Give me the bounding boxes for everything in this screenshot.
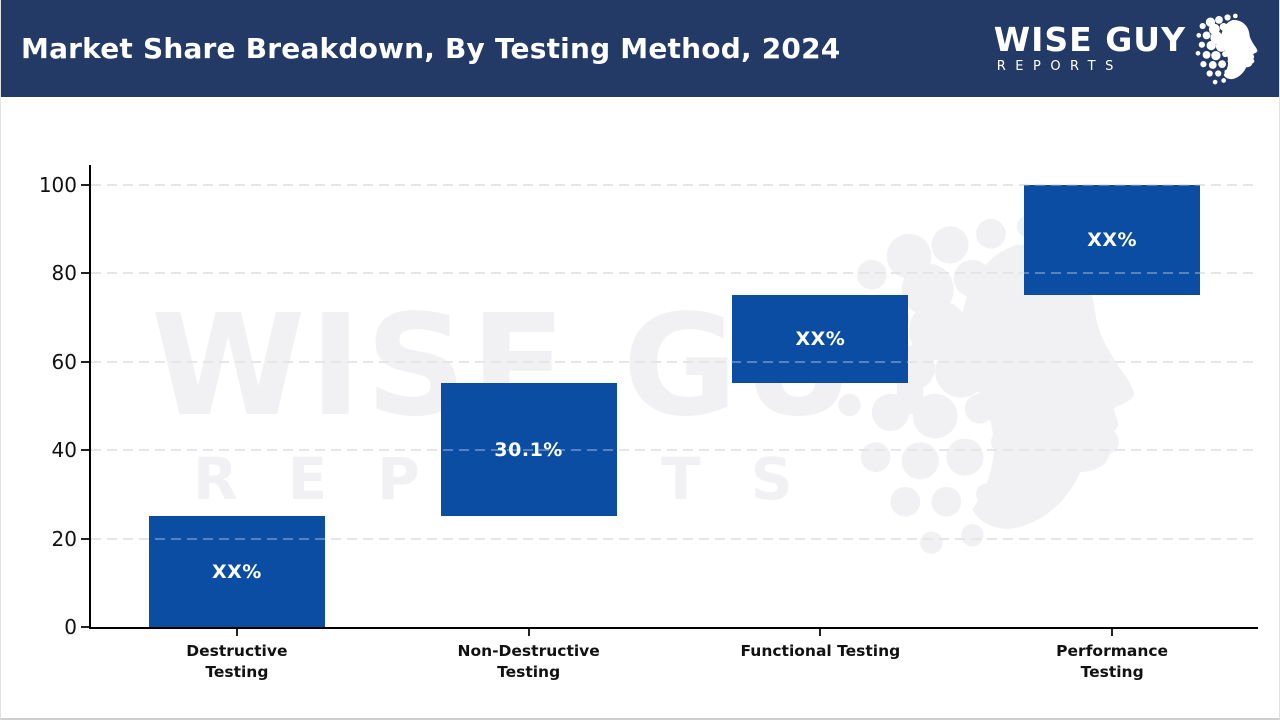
gridline <box>91 537 1258 540</box>
y-tick-label: 20 <box>51 526 77 551</box>
x-axis-tick <box>1111 629 1114 636</box>
x-tick-label-functional-testing: Functional Testing <box>700 641 940 662</box>
x-tick-label-line: Performance <box>1056 642 1169 660</box>
logo-subtext: REPORTS <box>996 59 1123 74</box>
logo-text: WISE GUY REPORTS <box>993 20 1186 75</box>
x-tick-label-line: Non-Destructive <box>457 642 600 660</box>
chart: WISE GUY REPORTS 020406080100XX%Destruct… <box>1 97 1279 718</box>
x-axis-tick <box>819 629 822 636</box>
y-axis-tick <box>81 183 89 186</box>
y-tick-label: 40 <box>51 438 77 463</box>
bar-non-destructive-testing: 30.1% <box>440 383 617 517</box>
bar-functional-testing: XX% <box>732 295 909 384</box>
brand-logo: WISE GUY REPORTS <box>994 12 1261 86</box>
bar-destructive-testing: XX% <box>148 516 325 627</box>
logo-wordmark: WISE GUY <box>993 20 1186 59</box>
x-axis-tick <box>527 629 530 636</box>
bar-value-label: XX% <box>1087 229 1138 252</box>
gridline-overlay <box>91 272 1258 275</box>
gridline-overlay <box>91 360 1258 363</box>
y-tick-label: 60 <box>51 349 77 374</box>
y-axis-tick <box>81 360 89 363</box>
bar-value-label: XX% <box>211 560 262 583</box>
x-tick-label-destructive-testing: Destructive Testing <box>117 641 357 683</box>
y-axis-tick <box>81 537 89 540</box>
y-axis-tick <box>81 449 89 452</box>
bar-performance-testing: XX% <box>1024 184 1201 296</box>
gridline-overlay <box>91 183 1258 186</box>
logo-head-icon <box>1195 13 1258 84</box>
gridline <box>91 272 1258 275</box>
y-axis-tick <box>81 272 89 275</box>
y-tick-label: 0 <box>64 615 77 639</box>
gridline-overlay <box>91 449 1258 452</box>
gridline <box>91 360 1258 363</box>
x-tick-label-line: Testing <box>1080 663 1144 681</box>
x-tick-label-line: Functional Testing <box>740 642 901 660</box>
x-axis-tick <box>235 629 238 636</box>
y-axis-tick <box>81 626 89 628</box>
x-tick-label-line: Testing <box>205 663 269 681</box>
bar-value-label: XX% <box>795 328 846 351</box>
page-title: Market Share Breakdown, By Testing Metho… <box>21 32 841 65</box>
y-tick-label: 80 <box>51 261 77 286</box>
gridline <box>91 449 1258 452</box>
bar-value-label: 30.1% <box>494 438 563 461</box>
header: Market Share Breakdown, By Testing Metho… <box>1 0 1279 97</box>
x-tick-label-performance-testing: Performance Testing <box>992 641 1232 683</box>
x-tick-label-non-destructive-testing: Non-Destructive Testing <box>409 641 649 683</box>
x-tick-label-line: Destructive <box>186 642 288 660</box>
plot-area: 0 20 40 60 80 100 XX% Destructive Testing 30.1% No… <box>39 165 1258 681</box>
y-tick-label: 100 <box>38 172 77 197</box>
gridline <box>91 183 1258 186</box>
x-tick-label-line: Testing <box>497 663 561 681</box>
gridline-overlay <box>91 537 1258 540</box>
